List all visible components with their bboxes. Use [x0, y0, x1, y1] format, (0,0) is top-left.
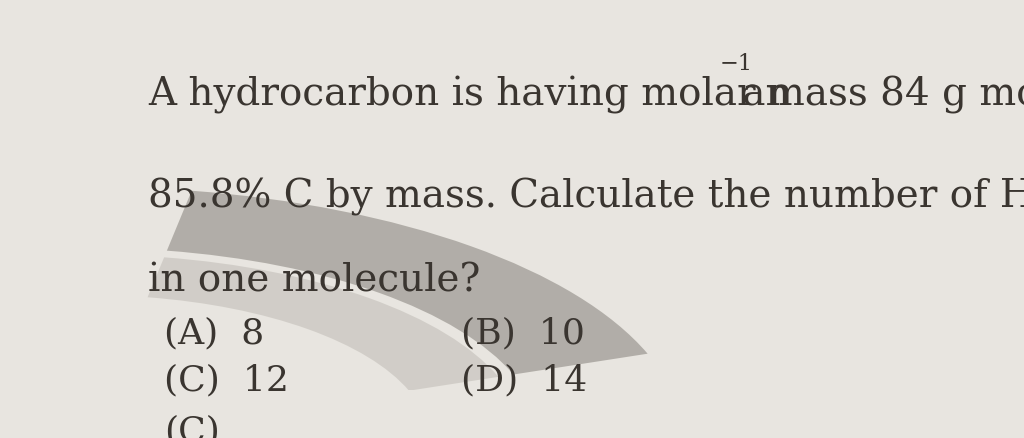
Text: (D)  14: (D) 14 — [461, 363, 588, 397]
Wedge shape — [147, 258, 499, 391]
Text: an: an — [729, 76, 791, 113]
Text: −1: −1 — [719, 53, 753, 74]
Text: A hydrocarbon is having molar mass 84 g mol: A hydrocarbon is having molar mass 84 g … — [147, 76, 1024, 114]
Text: (C): (C) — [164, 413, 219, 438]
Wedge shape — [167, 191, 647, 374]
Text: (C)  12: (C) 12 — [164, 363, 289, 397]
Text: (A)  8: (A) 8 — [164, 316, 264, 350]
Text: 85.8% C by mass. Calculate the number of H-ato: 85.8% C by mass. Calculate the number of… — [147, 177, 1024, 215]
Text: (B)  10: (B) 10 — [461, 316, 585, 350]
Text: in one molecule?: in one molecule? — [147, 261, 480, 299]
